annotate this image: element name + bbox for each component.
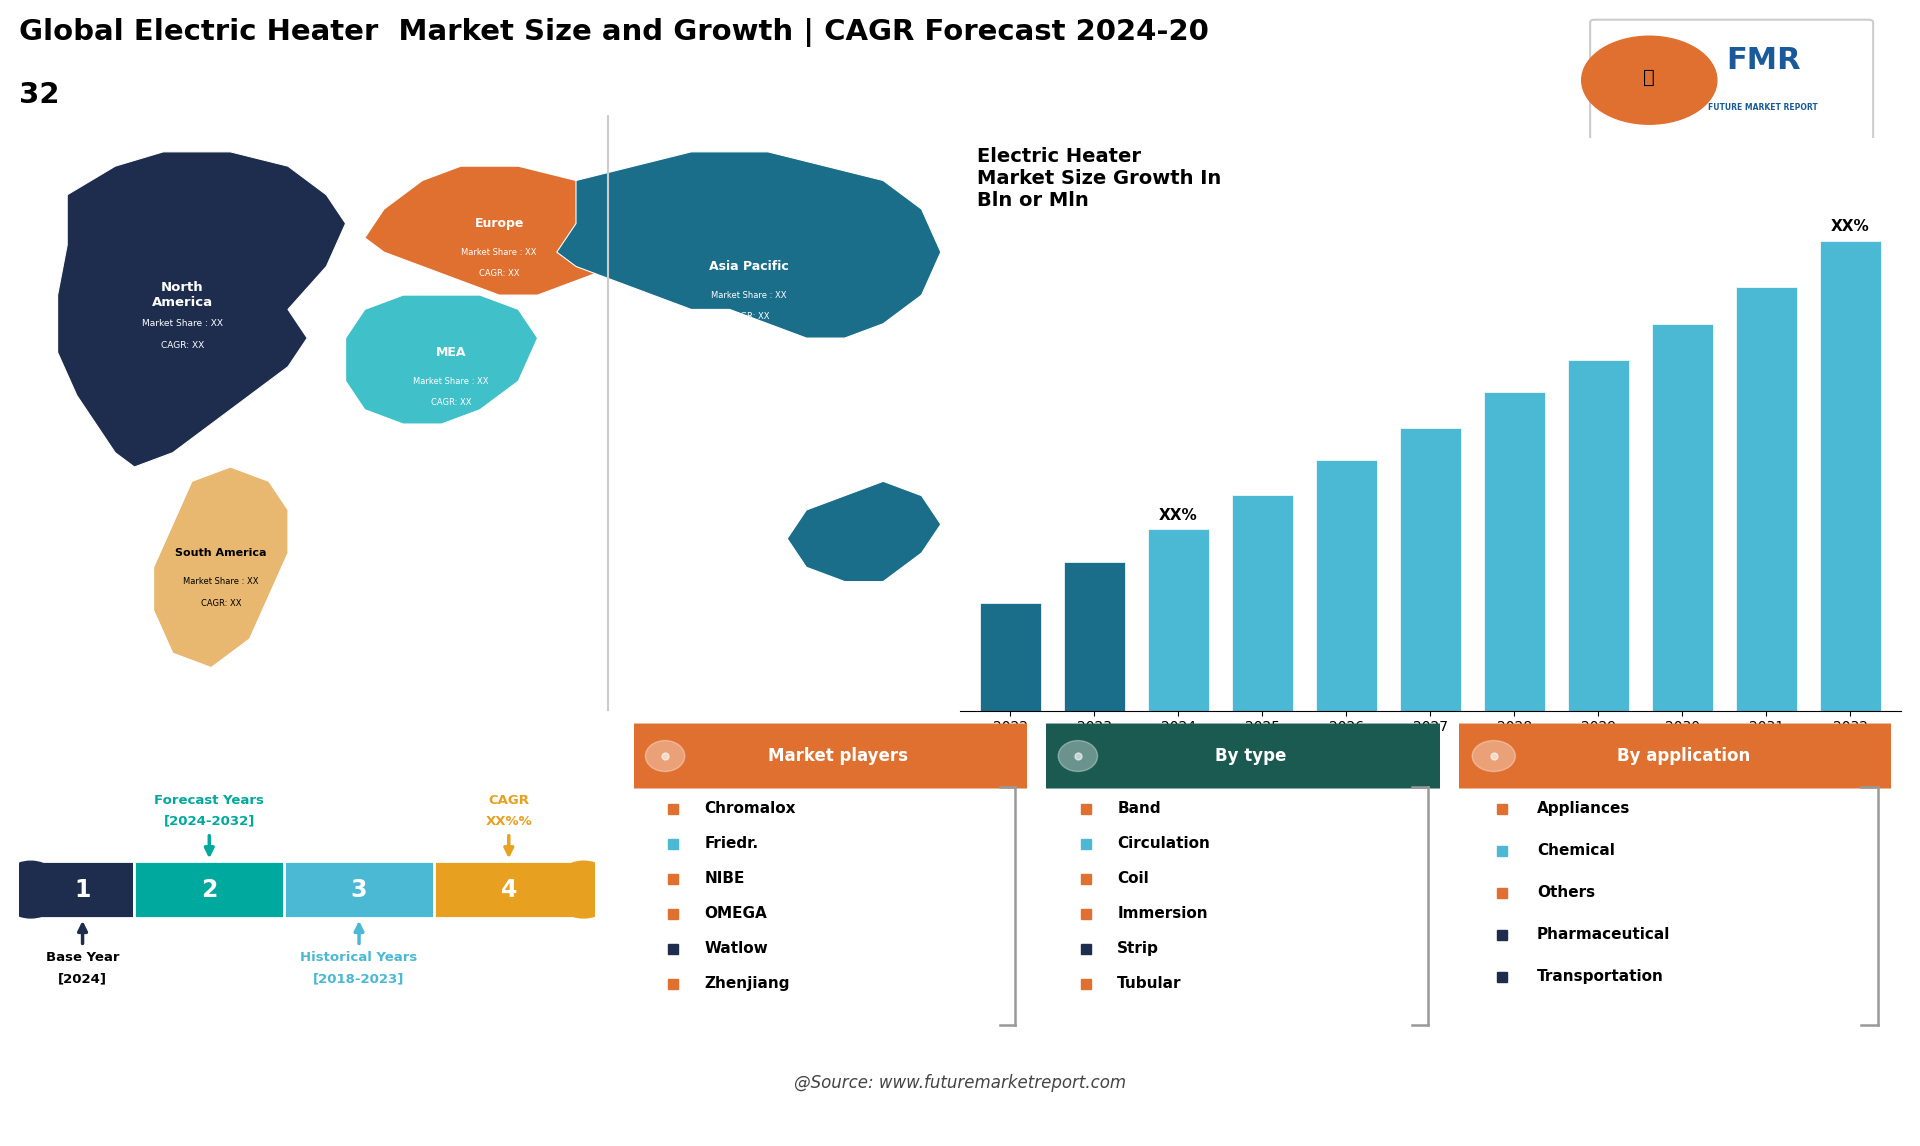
Text: Market Share : XX: Market Share : XX bbox=[710, 291, 787, 299]
Circle shape bbox=[645, 740, 685, 771]
Bar bbox=[1569, 360, 1628, 711]
Circle shape bbox=[553, 862, 614, 918]
Circle shape bbox=[0, 862, 61, 918]
Text: Electric Heater
Market Size Growth In
Bln or Mln: Electric Heater Market Size Growth In Bl… bbox=[977, 147, 1221, 210]
Text: Europe: Europe bbox=[474, 217, 524, 230]
Bar bbox=[284, 862, 434, 918]
Text: CAGR: XX: CAGR: XX bbox=[430, 398, 472, 407]
Text: Market Share : XX: Market Share : XX bbox=[182, 578, 259, 586]
Text: 3: 3 bbox=[351, 878, 367, 902]
FancyBboxPatch shape bbox=[1590, 19, 1874, 147]
Text: NIBE: NIBE bbox=[705, 871, 745, 886]
Text: XX%%: XX%% bbox=[486, 815, 532, 827]
Text: XX%: XX% bbox=[1160, 508, 1198, 523]
Circle shape bbox=[1473, 740, 1515, 771]
Text: XX%: XX% bbox=[1832, 219, 1870, 235]
Text: Chromalox: Chromalox bbox=[705, 801, 797, 816]
Circle shape bbox=[1058, 740, 1098, 771]
Bar bbox=[1064, 562, 1125, 711]
Text: Base Year: Base Year bbox=[46, 951, 119, 965]
Text: Transportation: Transportation bbox=[1536, 970, 1665, 984]
Bar bbox=[1315, 460, 1377, 711]
Text: [2024]: [2024] bbox=[58, 972, 108, 986]
Text: FMR: FMR bbox=[1726, 47, 1801, 76]
Text: Watlow: Watlow bbox=[705, 941, 768, 957]
Bar bbox=[1148, 529, 1210, 711]
Bar bbox=[1400, 427, 1461, 711]
Polygon shape bbox=[787, 481, 941, 582]
Text: CAGR: XX: CAGR: XX bbox=[161, 340, 204, 350]
Text: Coil: Coil bbox=[1117, 871, 1148, 886]
Text: Global Electric Heater  Market Size and Growth | CAGR Forecast 2024-20: Global Electric Heater Market Size and G… bbox=[19, 17, 1210, 47]
Polygon shape bbox=[557, 151, 941, 338]
Text: Chemical: Chemical bbox=[1536, 843, 1615, 858]
Text: Market Share : XX: Market Share : XX bbox=[413, 377, 490, 385]
FancyBboxPatch shape bbox=[1041, 723, 1446, 788]
Text: 4: 4 bbox=[501, 878, 516, 902]
Bar bbox=[979, 603, 1041, 711]
Text: Circulation: Circulation bbox=[1117, 837, 1210, 851]
Text: Market Share : XX: Market Share : XX bbox=[461, 248, 538, 257]
Text: By application: By application bbox=[1617, 747, 1751, 766]
Text: @Source: www.futuremarketreport.com: @Source: www.futuremarketreport.com bbox=[795, 1074, 1125, 1092]
Bar bbox=[1736, 288, 1797, 711]
FancyBboxPatch shape bbox=[1453, 723, 1897, 788]
Bar bbox=[134, 862, 284, 918]
Polygon shape bbox=[365, 166, 634, 296]
Text: Asia Pacific: Asia Pacific bbox=[708, 260, 789, 273]
Polygon shape bbox=[58, 151, 346, 468]
Text: By type: By type bbox=[1215, 747, 1286, 766]
Polygon shape bbox=[346, 296, 538, 424]
Bar bbox=[1651, 324, 1713, 711]
Text: 2: 2 bbox=[202, 878, 217, 902]
Text: Forecast Years: Forecast Years bbox=[154, 794, 265, 807]
Text: Immersion: Immersion bbox=[1117, 906, 1208, 921]
Bar bbox=[1233, 495, 1292, 711]
Text: Pharmaceutical: Pharmaceutical bbox=[1536, 927, 1670, 942]
Polygon shape bbox=[154, 468, 288, 667]
Text: Zhenjiang: Zhenjiang bbox=[705, 976, 789, 991]
Text: Market players: Market players bbox=[768, 747, 908, 766]
Text: 📣: 📣 bbox=[1644, 68, 1655, 87]
Bar bbox=[1484, 392, 1544, 711]
Text: North
America: North America bbox=[152, 281, 213, 309]
Text: Appliances: Appliances bbox=[1536, 801, 1630, 816]
Text: Historical Years: Historical Years bbox=[300, 951, 419, 965]
Text: 32: 32 bbox=[19, 81, 60, 109]
Text: [2024-2032]: [2024-2032] bbox=[163, 815, 255, 827]
Bar bbox=[434, 862, 584, 918]
Bar bbox=[31, 862, 134, 918]
Circle shape bbox=[1582, 37, 1716, 124]
Text: Friedr.: Friedr. bbox=[705, 837, 758, 851]
Text: CAGR: XX: CAGR: XX bbox=[200, 598, 242, 607]
Text: OMEGA: OMEGA bbox=[705, 906, 768, 921]
Text: Market Share : XX: Market Share : XX bbox=[142, 320, 223, 328]
Text: [2018-2023]: [2018-2023] bbox=[313, 972, 405, 986]
FancyBboxPatch shape bbox=[628, 723, 1033, 788]
Text: Strip: Strip bbox=[1117, 941, 1160, 957]
Text: CAGR: XX: CAGR: XX bbox=[478, 269, 520, 278]
Text: South America: South America bbox=[175, 548, 267, 558]
Text: Tubular: Tubular bbox=[1117, 976, 1181, 991]
Text: 1: 1 bbox=[75, 878, 90, 902]
Text: Band: Band bbox=[1117, 801, 1162, 816]
Text: CAGR: XX: CAGR: XX bbox=[728, 312, 770, 321]
Text: FUTURE MARKET REPORT: FUTURE MARKET REPORT bbox=[1709, 103, 1818, 112]
Bar bbox=[1820, 241, 1880, 711]
Text: CAGR: CAGR bbox=[488, 794, 530, 807]
Text: MEA: MEA bbox=[436, 346, 467, 359]
Text: Others: Others bbox=[1536, 885, 1596, 901]
